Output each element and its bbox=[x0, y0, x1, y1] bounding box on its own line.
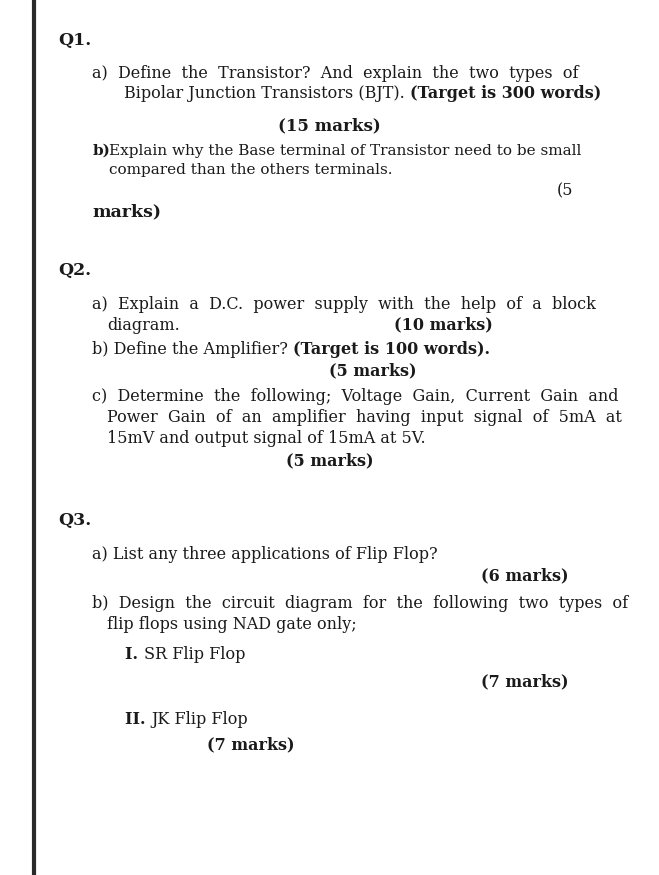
Text: a) List any three applications of Flip Flop?: a) List any three applications of Flip F… bbox=[92, 546, 438, 563]
Text: Power  Gain  of  an  amplifier  having  input  signal  of  5mA  at: Power Gain of an amplifier having input … bbox=[107, 409, 622, 425]
Text: flip flops using NAD gate only;: flip flops using NAD gate only; bbox=[107, 616, 357, 633]
Text: marks): marks) bbox=[92, 203, 161, 220]
Text: diagram.: diagram. bbox=[107, 317, 180, 333]
Text: Q2.: Q2. bbox=[58, 262, 91, 279]
Text: (5 marks): (5 marks) bbox=[329, 362, 416, 379]
Text: b) Define the Amplifier?: b) Define the Amplifier? bbox=[92, 341, 293, 358]
Text: (6 marks): (6 marks) bbox=[481, 567, 569, 584]
Text: (7 marks): (7 marks) bbox=[481, 674, 569, 690]
Text: Bipolar Junction Transistors (BJT).: Bipolar Junction Transistors (BJT). bbox=[124, 85, 410, 102]
Text: Q3.: Q3. bbox=[58, 512, 91, 528]
Text: (5 marks): (5 marks) bbox=[286, 452, 373, 469]
Text: Explain why the Base terminal of Transistor need to be small: Explain why the Base terminal of Transis… bbox=[109, 144, 582, 158]
Text: a)  Define  the  Transistor?  And  explain  the  two  types  of: a) Define the Transistor? And explain th… bbox=[92, 65, 579, 81]
Text: SR Flip Flop: SR Flip Flop bbox=[144, 646, 245, 662]
Text: a)  Explain  a  D.C.  power  supply  with  the  help  of  a  block: a) Explain a D.C. power supply with the … bbox=[92, 296, 596, 312]
Text: 15mV and output signal of 15mA at 5V.: 15mV and output signal of 15mA at 5V. bbox=[107, 430, 426, 446]
Text: (10 marks): (10 marks) bbox=[394, 317, 493, 333]
Text: II.: II. bbox=[125, 710, 152, 727]
Text: (5: (5 bbox=[557, 182, 573, 199]
Text: JK Flip Flop: JK Flip Flop bbox=[152, 710, 248, 727]
Text: (Target is 300 words): (Target is 300 words) bbox=[410, 85, 601, 102]
Text: I.: I. bbox=[125, 646, 144, 662]
Text: (7 marks): (7 marks) bbox=[207, 737, 294, 753]
Text: Q1.: Q1. bbox=[58, 31, 91, 48]
Text: b)  Design  the  circuit  diagram  for  the  following  two  types  of: b) Design the circuit diagram for the fo… bbox=[92, 595, 629, 612]
Text: (15 marks): (15 marks) bbox=[278, 117, 381, 134]
Text: b): b) bbox=[92, 144, 110, 158]
Text: (Target is 100 words).: (Target is 100 words). bbox=[293, 341, 490, 358]
Text: compared than the others terminals.: compared than the others terminals. bbox=[109, 163, 393, 177]
Text: c)  Determine  the  following;  Voltage  Gain,  Current  Gain  and: c) Determine the following; Voltage Gain… bbox=[92, 388, 619, 404]
